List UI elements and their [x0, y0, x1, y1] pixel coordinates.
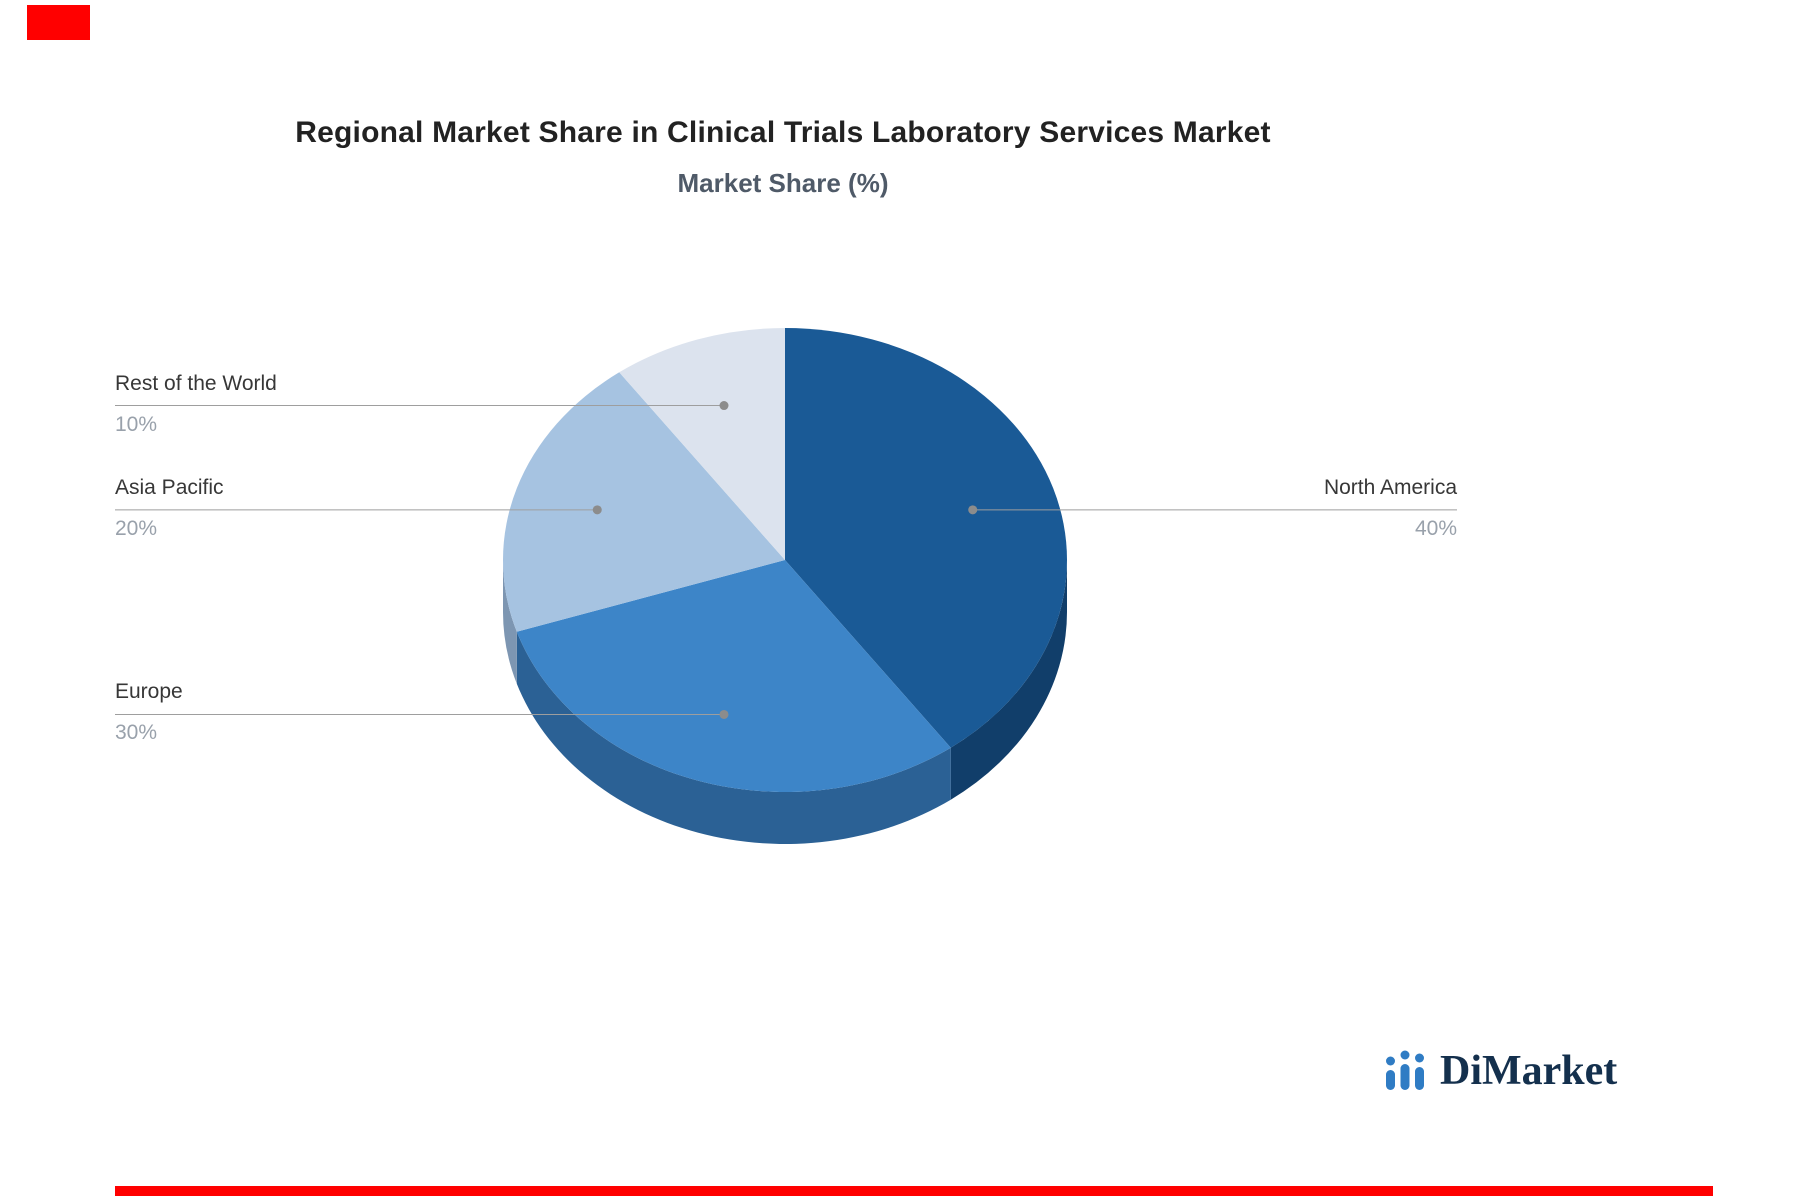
leader-dot — [719, 401, 729, 411]
leader-dot — [968, 505, 978, 515]
red-accent-top-left — [27, 5, 90, 40]
pie-value-europe: 30% — [115, 721, 158, 745]
dimarket-logo: DiMarket — [1382, 1048, 1617, 1094]
leader-dot — [592, 505, 602, 515]
chart-title: Regional Market Share in Clinical Trials… — [295, 116, 1271, 149]
pie-value-rest-of-the-world: 10% — [115, 412, 158, 436]
pie-slice-asia-pacific[interactable] — [502, 372, 785, 632]
pie-label-rest-of-the-world: Rest of the World — [115, 371, 277, 395]
pie-slice-side — [950, 560, 1067, 800]
dimarket-logo-text: DiMarket — [1440, 1048, 1618, 1094]
pie-slice-side — [503, 560, 517, 684]
chart-subtitle: Market Share (%) — [677, 168, 889, 198]
pie-value-north-america: 40% — [1414, 516, 1457, 540]
pie-slice-north-america[interactable] — [785, 328, 1067, 748]
bar-chart-icon — [1386, 1050, 1424, 1090]
pie-value-asia-pacific: 20% — [115, 516, 158, 540]
pie-label-europe: Europe — [115, 680, 183, 704]
pie-slice-rest-of-the-world[interactable] — [619, 328, 785, 560]
leader-dot — [719, 709, 729, 719]
pie-label-asia-pacific: Asia Pacific — [115, 475, 224, 499]
pie-slice-europe[interactable] — [516, 560, 951, 792]
pie-label-north-america: North America — [1323, 475, 1457, 499]
red-accent-bottom-bar — [115, 1186, 1713, 1196]
pie-slice-side — [516, 631, 951, 844]
